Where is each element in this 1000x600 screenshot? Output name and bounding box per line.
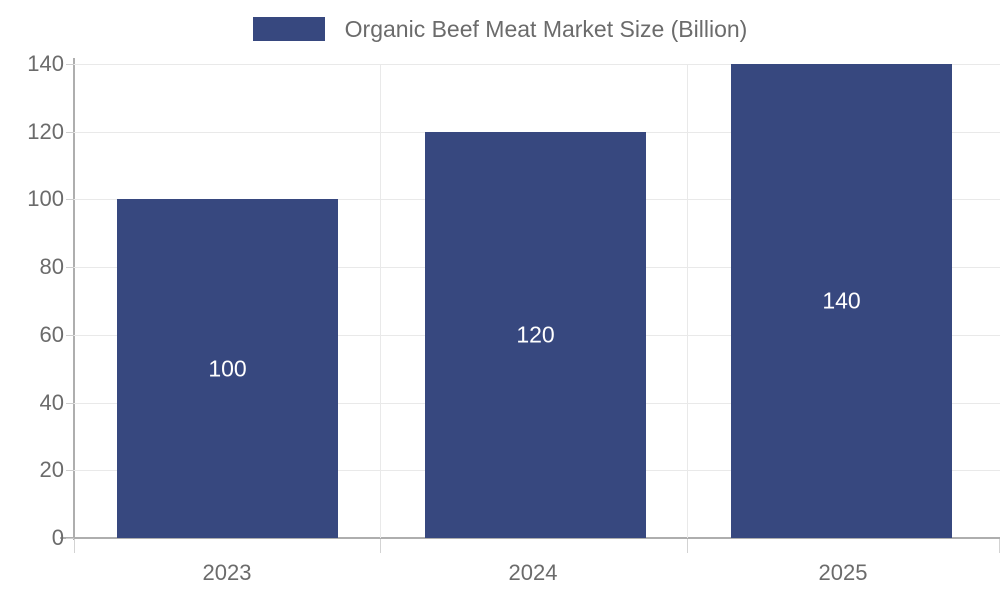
x-tick-label-2023: 2023 xyxy=(202,560,252,585)
y-tick-mark xyxy=(66,334,74,336)
x-tick-mark xyxy=(74,539,75,553)
legend-item-organic-beef-meat-market-size[interactable]: Organic Beef Meat Market Size (Billion) xyxy=(252,15,748,42)
y-tick-mark xyxy=(66,267,74,269)
y-tick-label: 20 xyxy=(39,457,64,483)
y-tick-mark xyxy=(66,470,74,472)
y-tick-mark xyxy=(66,131,74,133)
gridline-vertical xyxy=(687,64,688,538)
y-tick-label: 100 xyxy=(27,186,64,212)
chart-legend: Organic Beef Meat Market Size (Billion) xyxy=(0,0,1000,58)
plot-area: 100 120 140 xyxy=(74,64,1000,538)
x-tick-label-2025: 2025 xyxy=(818,560,868,585)
legend-item-label: Organic Beef Meat Market Size (Billion) xyxy=(344,15,748,42)
y-tick-label: 80 xyxy=(39,254,64,280)
x-axis-line xyxy=(60,537,1000,539)
y-tick-label: 120 xyxy=(27,118,64,144)
y-axis-tick-labels: 140 120 100 80 60 40 20 0 xyxy=(0,0,64,600)
y-tick-mark xyxy=(66,402,74,404)
gridline-horizontal xyxy=(74,64,1000,65)
bar-value-label: 100 xyxy=(208,355,247,382)
y-tick-label: 140 xyxy=(27,51,64,76)
y-tick-mark xyxy=(66,64,74,65)
y-tick-label: 0 xyxy=(51,525,64,550)
gridline-vertical xyxy=(380,64,381,538)
legend-swatch-icon xyxy=(252,17,325,41)
bar-2024[interactable]: 120 xyxy=(425,131,646,538)
y-tick-label: 40 xyxy=(39,389,64,415)
x-tick-mark xyxy=(380,539,381,553)
y-tick-label: 60 xyxy=(39,321,64,347)
bar-value-label: 120 xyxy=(516,321,555,348)
y-axis-line xyxy=(73,58,75,540)
x-tick-mark xyxy=(687,539,688,553)
y-tick-mark xyxy=(66,538,74,539)
bar-2025[interactable]: 140 xyxy=(731,64,952,538)
x-tick-label-2024: 2024 xyxy=(508,560,558,585)
bar-2023[interactable]: 100 xyxy=(117,199,338,538)
y-tick-mark xyxy=(66,199,74,201)
bar-value-label: 140 xyxy=(822,287,861,314)
